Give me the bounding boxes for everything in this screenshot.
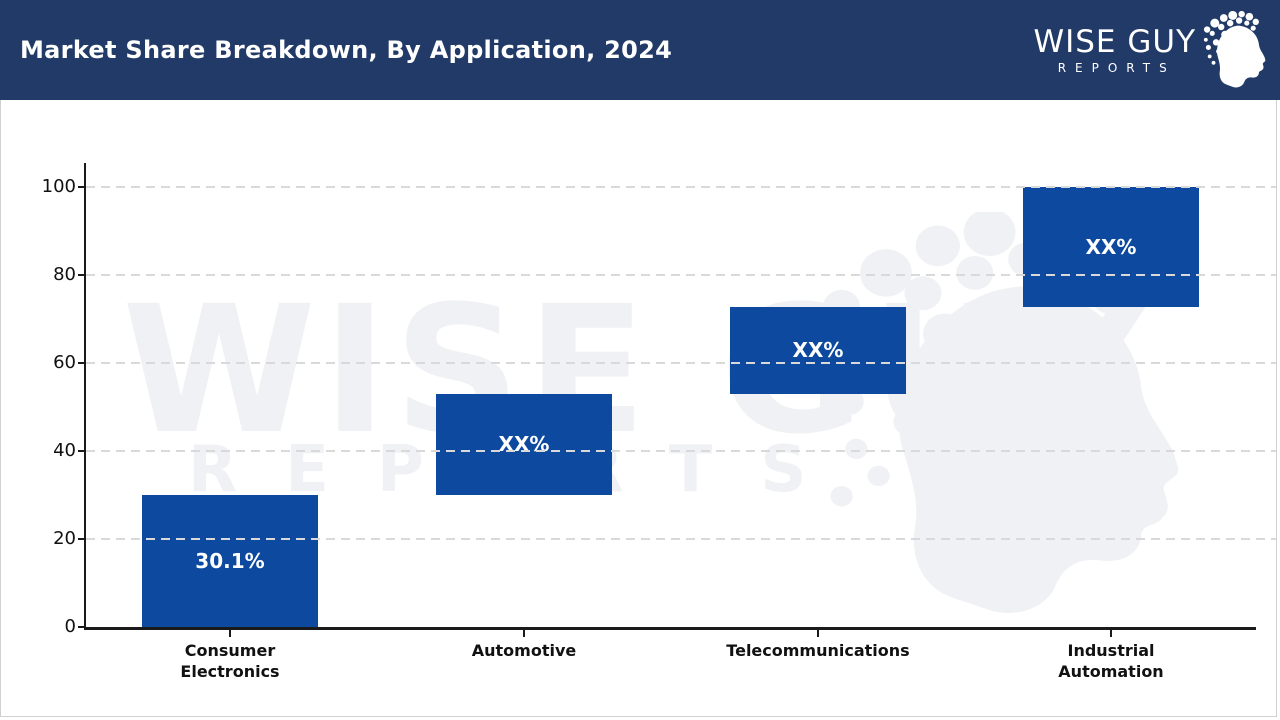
x-tick-mark <box>523 630 525 637</box>
category-label-line: Electronics <box>180 662 280 681</box>
category-label-line: Consumer <box>184 641 276 660</box>
category-label-line: Industrial <box>1067 641 1155 660</box>
category-label-line: Telecommunications <box>726 641 910 660</box>
y-tick-mark <box>78 274 84 276</box>
category-label-line: Automotive <box>471 641 577 660</box>
y-tick-label: 60 <box>53 352 76 373</box>
header-bar: Market Share Breakdown, By Application, … <box>0 0 1280 100</box>
x-tick-mark <box>817 630 819 637</box>
brand-logo-text: WISE GUY REPORTS <box>1033 23 1196 75</box>
page-title: Market Share Breakdown, By Application, … <box>20 36 673 64</box>
category-label-line: Automation <box>1058 662 1164 681</box>
gridline-60 <box>86 362 1276 364</box>
x-tick-mark <box>1110 630 1112 637</box>
brand-logo: WISE GUY REPORTS <box>1033 11 1280 89</box>
category-label: Telecommunications <box>688 640 948 661</box>
waterfall-bar: XX% <box>1023 187 1199 308</box>
y-tick-label: 0 <box>64 616 76 637</box>
chart-figure-border <box>0 100 1277 717</box>
waterfall-bar: XX% <box>730 307 906 394</box>
waterfall-bar: XX% <box>436 393 612 495</box>
brand-head-icon <box>1203 11 1266 88</box>
y-tick-mark <box>78 186 84 188</box>
brand-tagline: REPORTS <box>1057 60 1176 75</box>
y-tick-label: 80 <box>53 264 76 285</box>
y-tick-mark <box>78 538 84 540</box>
gridline-80 <box>86 274 1276 276</box>
y-tick-mark <box>78 362 84 364</box>
y-axis-line <box>84 163 86 630</box>
bar-value-label: XX% <box>498 432 550 457</box>
y-tick-mark <box>78 626 84 628</box>
x-tick-mark <box>229 630 231 637</box>
waterfall-bar: 30.1% <box>142 494 318 627</box>
gridline-20 <box>86 538 1276 540</box>
brand-name: WISE GUY <box>1033 23 1196 60</box>
category-label: Industrial Automation <box>981 640 1241 682</box>
y-tick-label: 100 <box>41 176 76 197</box>
bar-value-label: XX% <box>792 338 844 363</box>
x-axis-line <box>84 627 1256 630</box>
y-tick-label: 20 <box>53 528 76 549</box>
gridline-40 <box>86 450 1276 452</box>
bar-value-label: 30.1% <box>195 548 265 573</box>
category-label: Automotive <box>394 640 654 661</box>
category-label: Consumer Electronics <box>100 640 360 682</box>
bar-value-label: XX% <box>1085 235 1137 260</box>
gridline-100 <box>86 186 1276 188</box>
y-tick-label: 40 <box>53 440 76 461</box>
y-tick-mark <box>78 450 84 452</box>
